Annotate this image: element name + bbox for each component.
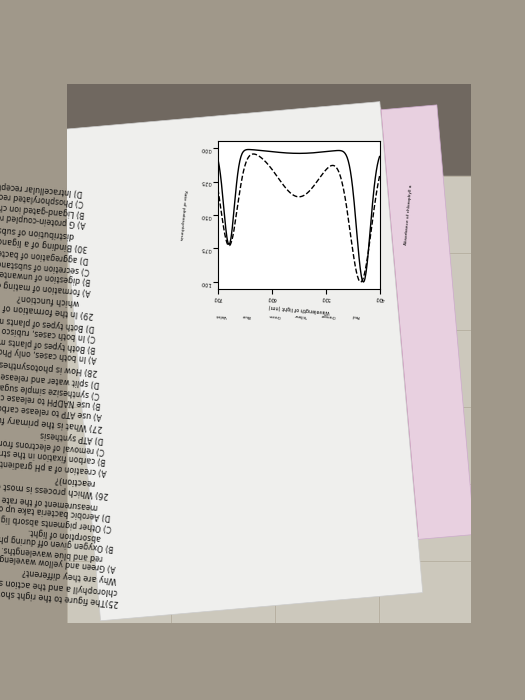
Text: C) removal of electrons from chlorophyll molecules: C) removal of electrons from chlorophyll… — [0, 429, 106, 455]
Bar — [68, 331, 170, 407]
Bar — [68, 254, 170, 330]
Text: A) G protein-coupled receptor: A) G protein-coupled receptor — [0, 209, 86, 228]
Text: measurement of the rate of photosynthesis.: measurement of the rate of photosynthesi… — [0, 487, 110, 512]
Text: B) use NADPH to release carbon dioxide: B) use NADPH to release carbon dioxide — [0, 387, 101, 409]
Bar — [380, 408, 482, 484]
Text: Why are they different?: Why are they different? — [22, 567, 117, 584]
Bar — [172, 562, 274, 638]
Text: A) formation of mating complexes: A) formation of mating complexes — [0, 276, 91, 296]
Polygon shape — [370, 107, 419, 538]
Text: A) creation of a pH gradient by pumping protons across the thylakoid membrane: A) creation of a pH gradient by pumping … — [0, 440, 107, 476]
Bar — [68, 177, 170, 253]
Text: B) Both types of plants make sugar without the Calvin cycle.: B) Both types of plants make sugar witho… — [0, 323, 97, 353]
Text: C) secretion of substances that inhibit foreign bacteria: C) secretion of substances that inhibit … — [0, 248, 90, 274]
Text: 27) What is the primary function of the Calvin cycle?: 27) What is the primary function of the … — [0, 405, 103, 432]
Bar — [380, 254, 482, 330]
Text: A) use ATP to release carbon dioxide: A) use ATP to release carbon dioxide — [0, 398, 102, 419]
Text: A) In both cases, only Photosystem I is used.: A) In both cases, only Photosystem I is … — [0, 340, 97, 363]
Text: red and blue wavelengths.: red and blue wavelengths. — [1, 544, 115, 563]
Text: C) Other pigments absorb light in addition to chlorophyll a.: C) Other pigments absorb light in additi… — [0, 503, 112, 532]
Text: C) In both cases, rubisco is not used to fix carbon initially.: C) In both cases, rubisco is not used to… — [0, 314, 96, 342]
Bar — [276, 485, 378, 561]
Text: chlorophyll a and the action spectrum for photosynthesis: chlorophyll a and the action spectrum fo… — [0, 566, 118, 596]
Bar — [67, 176, 471, 623]
Bar — [67, 84, 471, 176]
Bar — [68, 562, 170, 638]
Bar — [380, 177, 482, 253]
Bar — [276, 331, 378, 407]
Text: distribution of substances on opposite sides of the membrane?: distribution of substances on opposite s… — [0, 209, 87, 241]
Text: 28) How is photosynthesis similar in C4 plants and CAM plants?: 28) How is photosynthesis similar in C4 … — [0, 344, 99, 375]
Bar — [68, 408, 170, 484]
Bar — [172, 177, 274, 253]
Bar — [172, 408, 274, 484]
Text: 29) In the formation of biofilms, such as those forming on unbrushed teeth, cell: 29) In the formation of biofilms, such a… — [0, 276, 93, 319]
Text: B) carbon fixation in the stroma: B) carbon fixation in the stroma — [0, 446, 106, 466]
Bar — [276, 254, 378, 330]
Text: D) Intracellular receptor: D) Intracellular receptor — [0, 180, 83, 197]
Text: D) Aerobic bacteria take up oxygen, which changes the: D) Aerobic bacteria take up oxygen, whic… — [0, 494, 111, 522]
Text: D) split water and release oxygen: D) split water and release oxygen — [0, 368, 100, 388]
Text: B) Ligand-gated ion channel: B) Ligand-gated ion channel — [0, 199, 85, 218]
Bar — [380, 562, 482, 638]
Polygon shape — [58, 102, 423, 621]
Bar — [380, 331, 482, 407]
Bar — [380, 485, 482, 561]
Text: C) Phosphorylated receptor tyrosine kinase dimer: C) Phosphorylated receptor tyrosine kina… — [0, 182, 83, 207]
Text: absorption of light.: absorption of light. — [28, 526, 113, 542]
Text: reaction)?: reaction)? — [55, 475, 108, 488]
Bar — [172, 331, 274, 407]
Text: D) ATP synthesis: D) ATP synthesis — [40, 430, 104, 444]
Text: B) digestion of unwanted parasite populations: B) digestion of unwanted parasite popula… — [0, 261, 90, 286]
Bar — [276, 177, 378, 253]
Bar — [172, 254, 274, 330]
Polygon shape — [368, 105, 475, 540]
Bar — [68, 485, 170, 561]
Text: which function?: which function? — [17, 293, 92, 308]
Text: D) aggregation of bacteria that can cause cavities: D) aggregation of bacteria that can caus… — [0, 239, 89, 264]
Bar — [172, 485, 274, 561]
Bar — [276, 562, 378, 638]
Text: C) synthesize simple sugars from carbon dioxide: C) synthesize simple sugars from carbon … — [0, 373, 100, 398]
Text: 26) Which process is most directly driven by light energy (think about what is h: 26) Which process is most directly drive… — [0, 455, 109, 499]
Text: B) Oxygen given off during photosynthesis interferes with the: B) Oxygen given off during photosynthesi… — [0, 522, 114, 552]
Bar — [276, 408, 378, 484]
Text: 25)The figure to the right shows the absorption spectrum for: 25)The figure to the right shows the abs… — [0, 576, 119, 607]
Text: D) Both types of plants make most of their sugar in the dark.: D) Both types of plants make most of the… — [0, 302, 94, 332]
Text: 30) Binding of a ligand (signaling molecule) to which type of receptor leads dir: 30) Binding of a ligand (signaling molec… — [0, 207, 88, 252]
Text: A) Green and yellow wavelengths inhibit the absorption of: A) Green and yellow wavelengths inhibit … — [0, 544, 116, 572]
